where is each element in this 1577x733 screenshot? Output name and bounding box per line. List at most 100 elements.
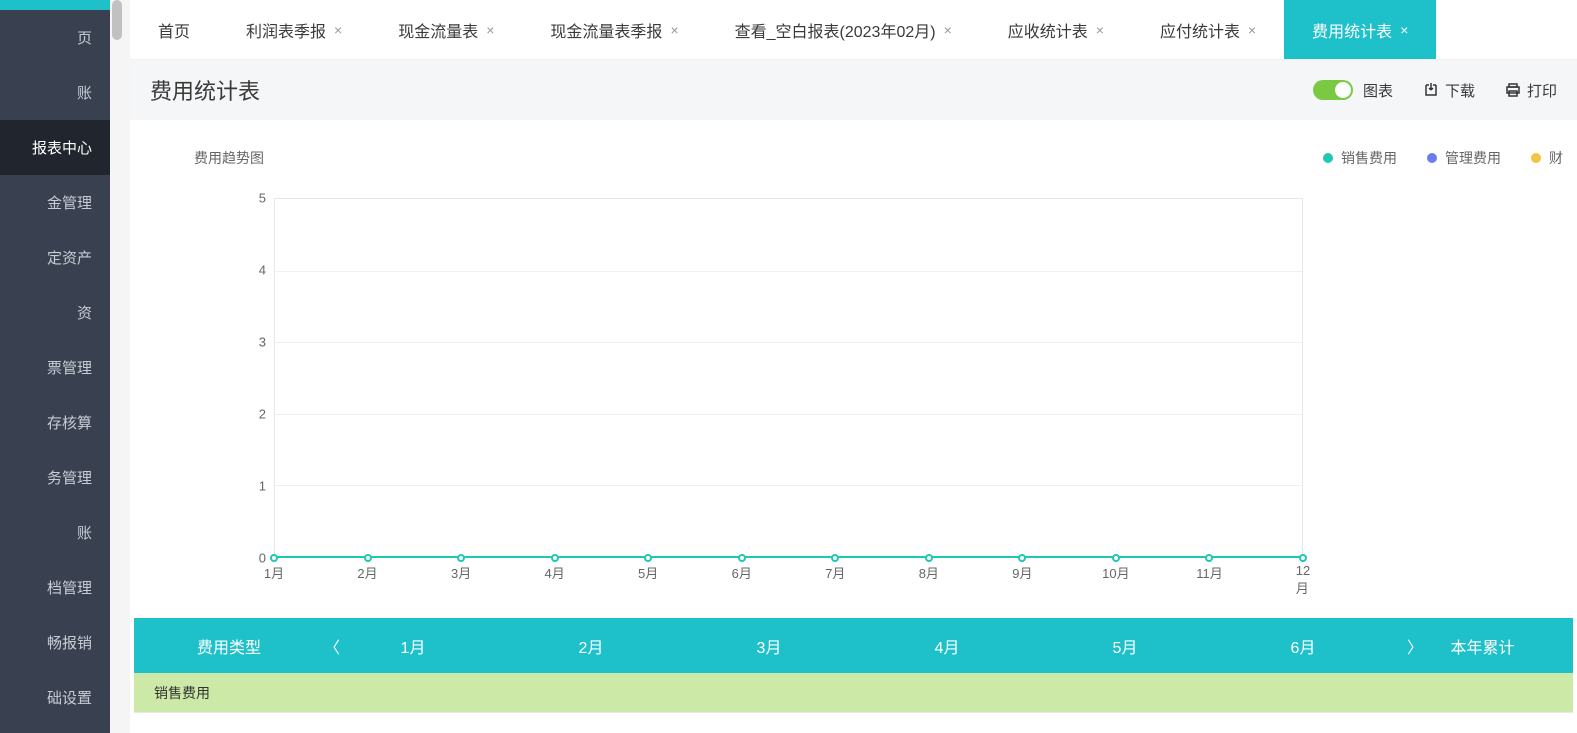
data-marker bbox=[1112, 554, 1120, 562]
sidebar-item-8[interactable]: 务管理 bbox=[0, 450, 110, 505]
next-months-arrow[interactable]: 〉 bbox=[1407, 634, 1423, 658]
data-marker bbox=[270, 554, 278, 562]
th-month: 1月 bbox=[324, 634, 502, 658]
x-tick: 6月 bbox=[732, 563, 752, 582]
page-title: 费用统计表 bbox=[150, 74, 260, 106]
data-marker bbox=[551, 554, 559, 562]
tab-label: 查看_空白报表(2023年02月) bbox=[735, 18, 936, 42]
x-tick: 12月 bbox=[1296, 563, 1310, 597]
sidebar-item-9[interactable]: 账 bbox=[0, 505, 110, 560]
close-icon[interactable]: × bbox=[944, 22, 952, 38]
prev-months-arrow[interactable]: 〈 bbox=[324, 634, 340, 658]
top-accent-strip bbox=[0, 0, 110, 10]
legend-item[interactable]: 管理费用 bbox=[1427, 148, 1501, 168]
grid-line bbox=[275, 342, 1302, 343]
legend-label: 销售费用 bbox=[1341, 148, 1397, 168]
sidebar-item-0[interactable]: 页 bbox=[0, 10, 110, 65]
legend-item[interactable]: 销售费用 bbox=[1323, 148, 1397, 168]
print-label: 打印 bbox=[1527, 80, 1557, 101]
sidebar: 页账报表中心金管理定资产资票管理存核算务管理账档管理畅报销础设置 bbox=[0, 10, 110, 733]
y-tick: 4 bbox=[259, 263, 266, 278]
x-tick: 5月 bbox=[638, 563, 658, 582]
data-marker bbox=[1299, 554, 1307, 562]
table-header: 费用类型 〈 〉 1月2月3月4月5月6月本年累计 bbox=[134, 618, 1573, 673]
download-button[interactable]: 下载 bbox=[1423, 80, 1475, 101]
td-label: 销售费用 bbox=[134, 683, 324, 703]
legend-dot bbox=[1531, 153, 1541, 163]
data-marker bbox=[925, 554, 933, 562]
table-body: 销售费用 bbox=[134, 673, 1573, 713]
tab-label: 现金流量表 bbox=[398, 18, 478, 42]
print-button[interactable]: 打印 bbox=[1505, 80, 1557, 101]
data-marker bbox=[644, 554, 652, 562]
close-icon[interactable]: × bbox=[670, 22, 678, 38]
th-month: 4月 bbox=[858, 634, 1036, 658]
legend-dot bbox=[1427, 153, 1437, 163]
legend-dot bbox=[1323, 153, 1333, 163]
tab-0[interactable]: 首页 bbox=[130, 0, 218, 59]
legend-label: 管理费用 bbox=[1445, 148, 1501, 168]
tab-4[interactable]: 查看_空白报表(2023年02月) × bbox=[707, 0, 980, 59]
tab-2[interactable]: 现金流量表 × bbox=[370, 0, 522, 59]
sidebar-item-11[interactable]: 畅报销 bbox=[0, 615, 110, 670]
th-month: 5月 bbox=[1036, 634, 1214, 658]
legend-label: 财 bbox=[1549, 148, 1563, 168]
data-marker bbox=[457, 554, 465, 562]
y-tick: 1 bbox=[259, 479, 266, 494]
tab-label: 应收统计表 bbox=[1008, 18, 1088, 42]
sidebar-item-10[interactable]: 档管理 bbox=[0, 560, 110, 615]
chart-toggle[interactable] bbox=[1313, 80, 1353, 100]
legend-item[interactable]: 财 bbox=[1531, 148, 1563, 168]
tab-5[interactable]: 应收统计表 × bbox=[980, 0, 1132, 59]
close-icon[interactable]: × bbox=[1248, 22, 1256, 38]
table: 费用类型 〈 〉 1月2月3月4月5月6月本年累计 销售费用 bbox=[134, 618, 1573, 713]
sidebar-item-2[interactable]: 报表中心 bbox=[0, 120, 110, 175]
tab-label: 应付统计表 bbox=[1160, 18, 1240, 42]
close-icon[interactable]: × bbox=[1096, 22, 1104, 38]
sidebar-item-3[interactable]: 金管理 bbox=[0, 175, 110, 230]
close-icon[interactable]: × bbox=[486, 22, 494, 38]
sidebar-item-12[interactable]: 础设置 bbox=[0, 670, 110, 725]
x-tick: 3月 bbox=[451, 563, 471, 582]
th-month: 2月 bbox=[502, 634, 680, 658]
x-tick: 4月 bbox=[545, 563, 565, 582]
table-row[interactable]: 销售费用 bbox=[134, 673, 1573, 713]
y-tick: 2 bbox=[259, 407, 266, 422]
print-icon bbox=[1505, 82, 1521, 98]
tab-3[interactable]: 现金流量表季报× bbox=[522, 0, 706, 59]
sidebar-item-1[interactable]: 账 bbox=[0, 65, 110, 120]
th-type: 费用类型 bbox=[134, 634, 324, 658]
toolbar: 费用统计表 图表 下载 打印 bbox=[130, 60, 1577, 120]
x-tick: 9月 bbox=[1012, 563, 1032, 582]
tab-label: 首页 bbox=[158, 18, 190, 42]
data-marker bbox=[1205, 554, 1213, 562]
tab-label: 利润表季报 bbox=[246, 18, 326, 42]
sidebar-item-5[interactable]: 资 bbox=[0, 285, 110, 340]
scrollbar-thumb[interactable] bbox=[112, 0, 122, 40]
sidebar-item-4[interactable]: 定资产 bbox=[0, 230, 110, 285]
sidebar-item-7[interactable]: 存核算 bbox=[0, 395, 110, 450]
close-icon[interactable]: × bbox=[334, 22, 342, 38]
tab-7[interactable]: 费用统计表 × bbox=[1284, 0, 1436, 59]
data-marker bbox=[738, 554, 746, 562]
data-marker bbox=[1018, 554, 1026, 562]
tab-6[interactable]: 应付统计表 × bbox=[1132, 0, 1284, 59]
main-area: 首页利润表季报×现金流量表×现金流量表季报×查看_空白报表(2023年02月)×… bbox=[130, 0, 1577, 733]
chart-grid bbox=[274, 198, 1303, 558]
x-tick: 2月 bbox=[357, 563, 377, 582]
sidebar-item-6[interactable]: 票管理 bbox=[0, 340, 110, 395]
x-tick: 10月 bbox=[1102, 563, 1129, 582]
download-label: 下载 bbox=[1445, 80, 1475, 101]
y-tick: 3 bbox=[259, 335, 266, 350]
tab-label: 费用统计表 bbox=[1312, 18, 1392, 42]
chart-legend: 销售费用 管理费用 财 bbox=[1323, 148, 1563, 168]
close-icon[interactable]: × bbox=[1400, 22, 1408, 38]
th-month: 3月 bbox=[680, 634, 858, 658]
tab-1[interactable]: 利润表季报 × bbox=[218, 0, 370, 59]
data-marker bbox=[831, 554, 839, 562]
chart-panel: 费用趋势图 销售费用管理费用财 012345 1月2月3月4月5月6月7月8月9… bbox=[134, 128, 1573, 598]
data-marker bbox=[364, 554, 372, 562]
x-tick: 1月 bbox=[264, 563, 284, 582]
x-tick: 8月 bbox=[919, 563, 939, 582]
chart-toggle-label: 图表 bbox=[1363, 80, 1393, 101]
